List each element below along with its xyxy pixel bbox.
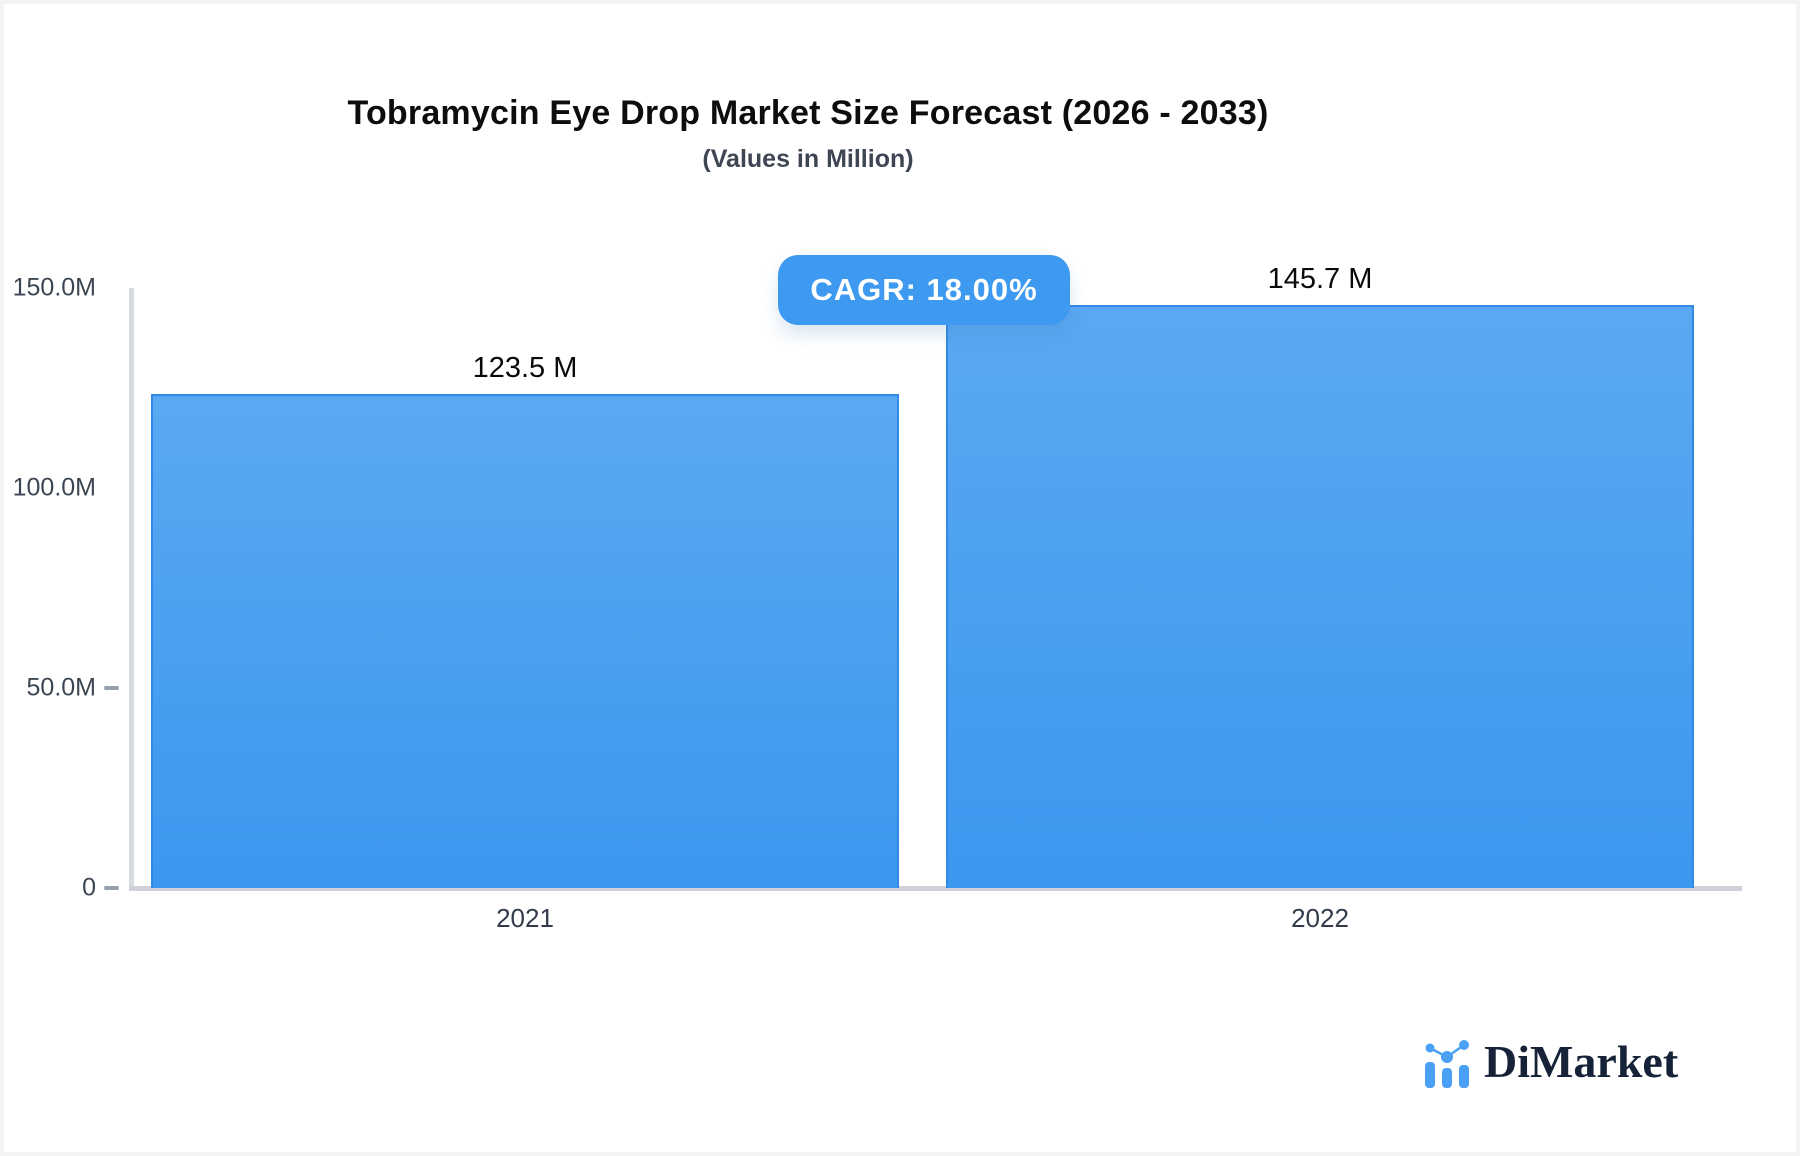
- y-axis-line: [129, 288, 134, 888]
- y-axis-tick-mark: [104, 886, 119, 890]
- chart-subtitle: (Values in Million): [702, 145, 914, 173]
- chart-title: Tobramycin Eye Drop Market Size Forecast…: [347, 94, 1269, 132]
- cagr-badge: CAGR: 18.00%: [778, 255, 1070, 325]
- cagr-badge-label: CAGR: 18.00%: [810, 272, 1038, 307]
- y-axis-tick-label: 50.0M: [26, 673, 96, 702]
- y-axis-tick-label: 100.0M: [12, 473, 96, 502]
- logo-text: DiMarket: [1484, 1036, 1679, 1087]
- y-axis-tick-mark: [104, 686, 119, 690]
- bar-value-label: 145.7 M: [1267, 263, 1373, 295]
- bar-value-label: 123.5 M: [472, 352, 578, 384]
- x-axis-category-label: 2022: [1291, 903, 1349, 933]
- x-axis-line: [129, 886, 1742, 891]
- bar-2021[interactable]: [151, 394, 899, 888]
- y-axis-tick-label: 150.0M: [12, 273, 96, 302]
- x-axis-category-label: 2021: [496, 903, 554, 933]
- bar-2022[interactable]: [946, 305, 1694, 888]
- dimarket-logo: DiMarket: [1424, 1036, 1678, 1088]
- chart-header: Tobramycin Eye Drop Market Size Forecast…: [0, 94, 1616, 174]
- mini-bar-chart-icon: [1425, 1040, 1469, 1088]
- y-axis-tick-label: 0: [82, 873, 96, 902]
